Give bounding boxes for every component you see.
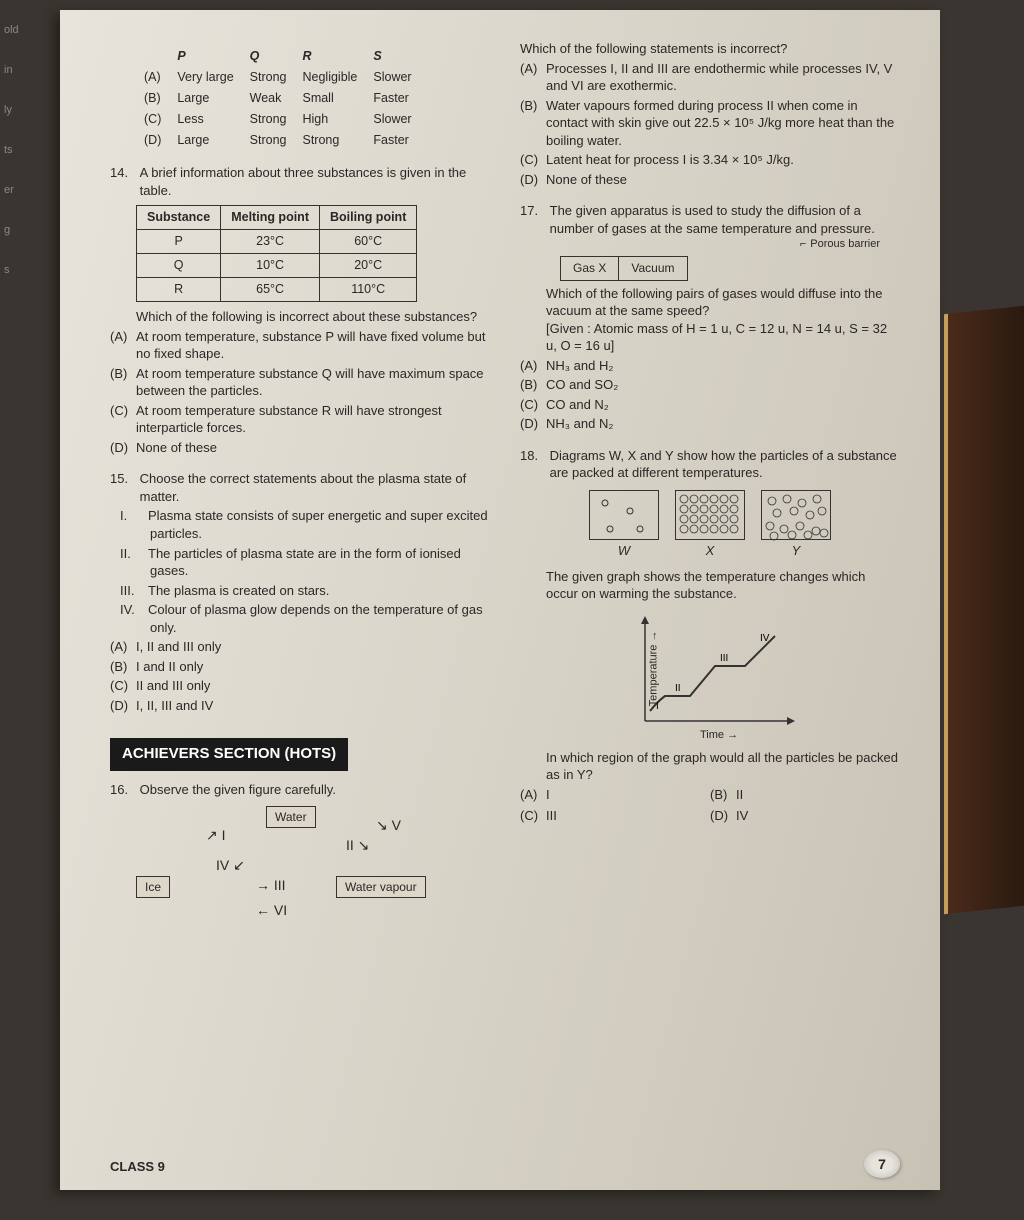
q16-opt-d: (D)None of these — [520, 171, 900, 189]
svg-text:IV: IV — [760, 633, 770, 644]
q16-right: Which of the following statements is inc… — [520, 40, 900, 188]
q14: 14. A brief information about three subs… — [110, 164, 490, 456]
q17-after: Which of the following pairs of gases wo… — [546, 285, 900, 320]
q18-opt-c: (C)III — [520, 807, 710, 825]
arrow-v: ↘ V — [376, 816, 401, 835]
q15-opt-d: (D)I, II, III and IV — [110, 697, 490, 715]
q18-opt-a: (A)I — [520, 786, 710, 804]
q18-graph: I II III IV Temperature → Time → — [620, 611, 800, 741]
page-number: 7 — [864, 1150, 900, 1178]
q15-opt-a: (A)I, II and III only — [110, 638, 490, 656]
arrow-ii: II ↘ — [346, 836, 369, 855]
achievers-header: ACHIEVERS SECTION (HOTS) — [110, 738, 348, 770]
q15-opt-c: (C)II and III only — [110, 677, 490, 695]
vapour-box: Water vapour — [336, 876, 426, 898]
q15-iv: IV.Colour of plasma glow depends on the … — [120, 601, 490, 636]
q17-text: The given apparatus is used to study the… — [550, 202, 900, 237]
q17-opt-c: (C)CO and N₂ — [520, 396, 900, 414]
q14-opt-c: (C)At room temperature substance R will … — [110, 402, 490, 437]
q17-opt-b: (B)CO and SO₂ — [520, 376, 900, 394]
q17-given: [Given : Atomic mass of H = 1 u, C = 12 … — [546, 320, 900, 355]
q16-flow-diagram: Ice Water Water vapour ↗ I II ↘ → III IV… — [136, 806, 456, 926]
q17: 17. The given apparatus is used to study… — [520, 202, 900, 433]
class-footer: CLASS 9 — [110, 1158, 165, 1176]
q18: 18. Diagrams W, X and Y show how the par… — [520, 447, 900, 827]
diagram-x — [675, 490, 745, 540]
desk-edge — [944, 306, 1024, 914]
worksheet-page: P Q R S (A)Very largeStrongNegligibleSlo… — [60, 10, 940, 1190]
q14-after: Which of the following is incorrect abou… — [136, 308, 490, 326]
q15-text: Choose the correct statements about the … — [140, 470, 490, 505]
q15-i: I.Plasma state consists of super energet… — [120, 507, 490, 542]
q16-text: Observe the given figure carefully. — [140, 781, 490, 799]
q15-opt-b: (B)I and II only — [110, 658, 490, 676]
q17-num: 17. — [520, 202, 546, 220]
svg-text:II: II — [675, 683, 681, 694]
arrow-vi: ← VI — [256, 901, 287, 920]
q18-opt-b: (B)II — [710, 786, 900, 804]
q14-text: A brief information about three substanc… — [140, 164, 490, 199]
y-axis-label: Temperature → — [646, 630, 661, 706]
q18-after: The given graph shows the temperature ch… — [546, 568, 900, 603]
ice-box: Ice — [136, 876, 170, 898]
porous-label: Porous barrier — [520, 237, 900, 252]
q13-options: P Q R S (A)Very largeStrongNegligibleSlo… — [110, 46, 490, 150]
q18-opt-d: (D)IV — [710, 807, 900, 825]
arrow-i: ↗ I — [206, 826, 226, 845]
diagram-y — [761, 490, 831, 540]
q16-opt-c: (C)Latent heat for process I is 3.34 × 1… — [520, 151, 900, 169]
q14-num: 14. — [110, 164, 136, 182]
q15: 15. Choose the correct statements about … — [110, 470, 490, 714]
q15-ii: II.The particles of plasma state are in … — [120, 545, 490, 580]
q16-opt-b: (B)Water vapours formed during process I… — [520, 97, 900, 150]
q17-opt-a: (A)NH₃ and H₂ — [520, 357, 900, 375]
q16: 16. Observe the given figure carefully. … — [110, 781, 490, 927]
diagram-w — [589, 490, 659, 540]
q18-diagrams: W X — [520, 490, 900, 560]
q16-rtext: Which of the following statements is inc… — [520, 40, 900, 58]
q16-opt-a: (A)Processes I, II and III are endotherm… — [520, 60, 900, 95]
q14-opt-a: (A)At room temperature, substance P will… — [110, 328, 490, 363]
q17-opt-d: (D)NH₃ and N₂ — [520, 415, 900, 433]
q18-text: Diagrams W, X and Y show how the particl… — [550, 447, 900, 482]
q14-table: SubstanceMelting pointBoiling point P23°… — [136, 205, 417, 302]
gasx-diagram: Gas XVacuum — [560, 256, 688, 280]
arrow-iii: → III — [256, 876, 286, 895]
q13-table: P Q R S (A)Very largeStrongNegligibleSlo… — [136, 46, 420, 150]
q18-num: 18. — [520, 447, 546, 465]
arrow-iv: IV ↙ — [216, 856, 245, 875]
svg-text:III: III — [720, 653, 728, 664]
q14-opt-d: (D)None of these — [110, 439, 490, 457]
q15-num: 15. — [110, 470, 136, 488]
q16-num: 16. — [110, 781, 136, 799]
binder-tabs: oldin lyts erg s — [0, 10, 40, 290]
water-box: Water — [266, 806, 316, 828]
q14-opt-b: (B)At room temperature substance Q will … — [110, 365, 490, 400]
x-axis-label: Time → — [700, 728, 738, 743]
q18-q: In which region of the graph would all t… — [546, 749, 900, 784]
q15-iii: III.The plasma is created on stars. — [120, 582, 490, 600]
